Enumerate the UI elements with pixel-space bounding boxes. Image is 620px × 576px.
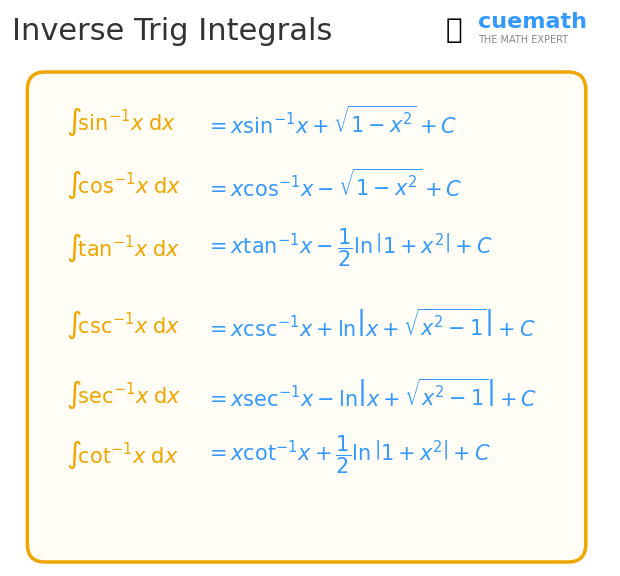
- Text: $\int\!\sin^{-1}\!x\;\mathrm{d}x$: $\int\!\sin^{-1}\!x\;\mathrm{d}x$: [66, 106, 177, 138]
- Text: $= x\sin^{-1}\!x + \sqrt{1 - x^2} + C$: $= x\sin^{-1}\!x + \sqrt{1 - x^2} + C$: [205, 106, 457, 138]
- Text: $= x\cot^{-1}\!x + \dfrac{1}{2}\ln\left|1 + x^2\right| + C$: $= x\cot^{-1}\!x + \dfrac{1}{2}\ln\left|…: [205, 434, 491, 476]
- Text: $\int\!\sec^{-1}\!x\;\mathrm{d}x$: $\int\!\sec^{-1}\!x\;\mathrm{d}x$: [66, 379, 182, 411]
- Text: Inverse Trig Integrals: Inverse Trig Integrals: [12, 17, 332, 47]
- Text: $= x\csc^{-1}\!x + \ln\!\left|x + \sqrt{x^2-1}\right| + C$: $= x\csc^{-1}\!x + \ln\!\left|x + \sqrt{…: [205, 309, 536, 341]
- Text: $= x\tan^{-1}\!x - \dfrac{1}{2}\ln\left|1 + x^2\right| + C$: $= x\tan^{-1}\!x - \dfrac{1}{2}\ln\left|…: [205, 227, 492, 269]
- Text: $\int\!\csc^{-1}\!x\;\mathrm{d}x$: $\int\!\csc^{-1}\!x\;\mathrm{d}x$: [66, 309, 180, 341]
- Text: $\int\!\cot^{-1}\!x\;\mathrm{d}x$: $\int\!\cot^{-1}\!x\;\mathrm{d}x$: [66, 439, 179, 471]
- Text: $\int\!\tan^{-1}\!x\;\mathrm{d}x$: $\int\!\tan^{-1}\!x\;\mathrm{d}x$: [66, 232, 180, 264]
- Text: $= x\cos^{-1}\!x - \sqrt{1 - x^2} + C$: $= x\cos^{-1}\!x - \sqrt{1 - x^2} + C$: [205, 169, 463, 201]
- Text: $\int\!\cos^{-1}\!x\;\mathrm{d}x$: $\int\!\cos^{-1}\!x\;\mathrm{d}x$: [66, 169, 182, 201]
- FancyBboxPatch shape: [27, 72, 586, 562]
- Text: $= x\sec^{-1}\!x - \ln\!\left|x + \sqrt{x^2-1}\right| + C$: $= x\sec^{-1}\!x - \ln\!\left|x + \sqrt{…: [205, 379, 538, 411]
- Text: 🚀: 🚀: [446, 16, 463, 44]
- Text: cuemath: cuemath: [479, 12, 587, 32]
- Text: THE MATH EXPERT: THE MATH EXPERT: [479, 35, 569, 45]
